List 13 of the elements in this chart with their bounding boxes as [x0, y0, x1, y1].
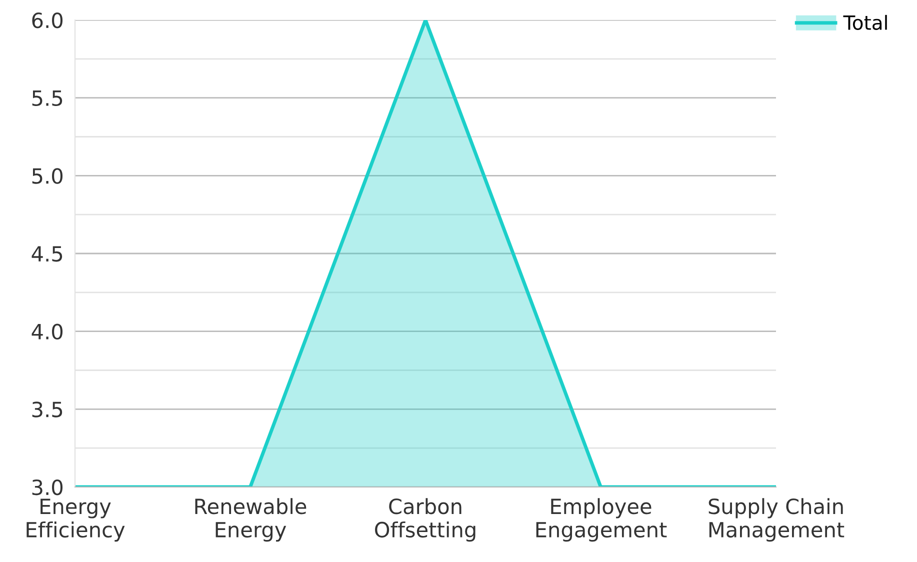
x-tick-label: Employee Engagement: [536, 498, 667, 542]
x-tick-label: Renewable Energy: [195, 498, 306, 542]
x-tick-label: Carbon Offsetting: [375, 498, 476, 542]
y-tick-label: 6.0: [32, 12, 63, 28]
x-tick-label: Supply Chain Management: [708, 498, 844, 542]
y-tick-label: 5.0: [32, 168, 63, 184]
y-tick-label: 3.0: [32, 479, 63, 496]
y-tick-label: 5.5: [32, 90, 62, 106]
x-tick-label: Energy Efficiency: [26, 498, 125, 542]
y-tick-label: 4.0: [32, 324, 63, 340]
y-tick-label: 3.5: [32, 402, 62, 418]
y-tick-label: 4.5: [32, 246, 62, 262]
legend-label: Total: [843, 14, 887, 30]
